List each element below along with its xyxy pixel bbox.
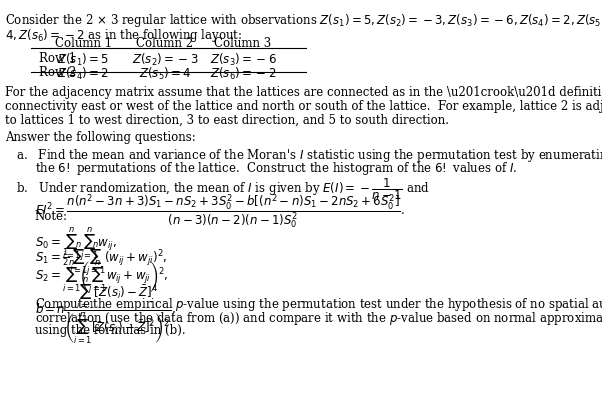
Text: correlation (use the data from (a)) and compare it with the $p$-value based on n: correlation (use the data from (a)) and … <box>35 309 602 326</box>
Text: connectivity east or west of the lattice and north or south of the lattice.  For: connectivity east or west of the lattice… <box>5 100 602 113</box>
Text: $Z(s_5) = 4$: $Z(s_5) = 4$ <box>138 66 191 82</box>
Text: $Z(s_1) = 5$: $Z(s_1) = 5$ <box>57 52 109 68</box>
Text: $Z(s_4) = 2$: $Z(s_4) = 2$ <box>57 66 109 82</box>
Text: Column 1: Column 1 <box>55 37 112 50</box>
Text: $Z(s_2) = -3$: $Z(s_2) = -3$ <box>132 52 198 68</box>
Text: Note:: Note: <box>35 210 68 223</box>
Text: Row 2: Row 2 <box>39 66 76 79</box>
Text: Compute the empirical $p$-value using the permutation test under the hypothesis : Compute the empirical $p$-value using th… <box>35 296 602 313</box>
Text: $Z(s_3) = -6$: $Z(s_3) = -6$ <box>209 52 276 68</box>
Text: using the formulas in (b).: using the formulas in (b). <box>35 323 185 336</box>
Text: Row 1: Row 1 <box>39 52 76 65</box>
Text: $b = n\dfrac{\sum_{i=1}^{n}[Z(s_i)-\bar{Z}]^4}{\left(\sum_{i=1}^{n}[Z(s_i)-\bar{: $b = n\dfrac{\sum_{i=1}^{n}[Z(s_i)-\bar{… <box>35 275 175 345</box>
Text: b.   Under randomization, the mean of $I$ is given by $E(I) = -\dfrac{1}{n-1}$ a: b. Under randomization, the mean of $I$ … <box>16 176 430 201</box>
Text: For the adjacency matrix assume that the lattices are connected as in the \u201c: For the adjacency matrix assume that the… <box>5 86 602 99</box>
Text: the $6!$ permutations of the lattice.  Construct the histogram of the $6!$ value: the $6!$ permutations of the lattice. Co… <box>35 160 517 177</box>
Text: Column 2: Column 2 <box>136 37 193 50</box>
Text: Column 3: Column 3 <box>214 37 272 50</box>
Text: a.   Find the mean and variance of the Moran's $I$ statistic using the permutati: a. Find the mean and variance of the Mor… <box>16 146 602 163</box>
Text: $EI^2 = \dfrac{n(n^2-3n+3)S_1 - nS_2 + 3S_0^2 - b[(n^2-n)S_1 - 2nS_2 + 6S_0^2]}{: $EI^2 = \dfrac{n(n^2-3n+3)S_1 - nS_2 + 3… <box>35 192 405 230</box>
Text: Consider the 2 $\times$ 3 regular lattice with observations $Z(s_1) = 5, Z(s_2) : Consider the 2 $\times$ 3 regular lattic… <box>5 12 602 28</box>
Text: $S_2 = \sum_{i=1}^{n}\left(\sum_{j=1}^{n} w_{ij} + w_{ji}\right)^2,$: $S_2 = \sum_{i=1}^{n}\left(\sum_{j=1}^{n… <box>35 257 168 295</box>
Text: Answer the following questions:: Answer the following questions: <box>5 131 196 144</box>
Text: $S_1 = \frac{1}{2}\sum_{i=1}^{n}\sum_{j=1}^{n}(w_{ij} + w_{ji})^2,$: $S_1 = \frac{1}{2}\sum_{i=1}^{n}\sum_{j=… <box>35 240 167 278</box>
Text: $4, Z(s_6) = -2$ as in the following layout:: $4, Z(s_6) = -2$ as in the following lay… <box>5 27 243 44</box>
Text: $Z(s_6) = -2$: $Z(s_6) = -2$ <box>209 66 276 82</box>
Text: to lattices 1 to west direction, 3 to east direction, and 5 to south direction.: to lattices 1 to west direction, 3 to ea… <box>5 114 449 126</box>
Text: $S_0 = \sum_{i=1}^{n}\sum_{j=1}^{n} w_{ij},$: $S_0 = \sum_{i=1}^{n}\sum_{j=1}^{n} w_{i… <box>35 225 117 262</box>
